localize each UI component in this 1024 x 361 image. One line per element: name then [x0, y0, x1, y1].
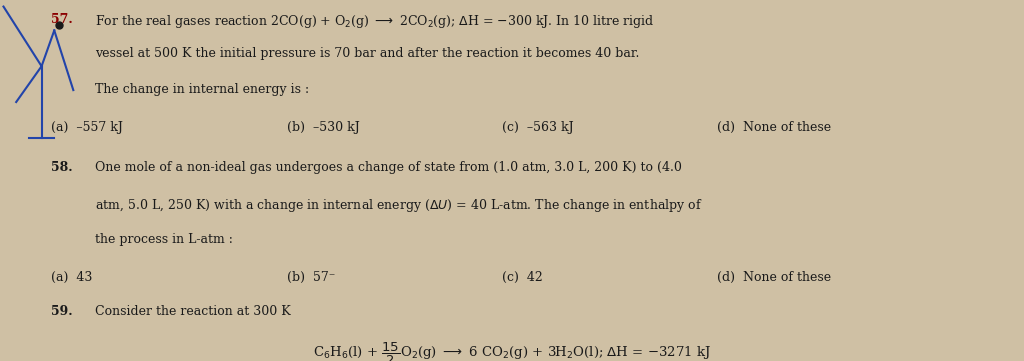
Text: One mole of a non-ideal gas undergoes a change of state from (1.0 atm, 3.0 L, 20: One mole of a non-ideal gas undergoes a …	[95, 161, 682, 174]
Text: (a)  43: (a) 43	[51, 271, 92, 284]
Text: 58.: 58.	[51, 161, 73, 174]
Text: atm, 5.0 L, 250 K) with a change in internal energy ($\Delta U$) = 40 L-atm. The: atm, 5.0 L, 250 K) with a change in inte…	[95, 197, 702, 214]
Text: The change in internal energy is :: The change in internal energy is :	[95, 83, 309, 96]
Text: (c)  –563 kJ: (c) –563 kJ	[502, 121, 573, 134]
Text: (b)  –530 kJ: (b) –530 kJ	[287, 121, 359, 134]
Text: Consider the reaction at 300 K: Consider the reaction at 300 K	[95, 305, 291, 318]
Text: the process in L-atm :: the process in L-atm :	[95, 233, 233, 246]
Text: (b)  57⁻: (b) 57⁻	[287, 271, 335, 284]
Text: (d)  None of these: (d) None of these	[717, 271, 830, 284]
Text: (d)  None of these: (d) None of these	[717, 121, 830, 134]
Text: (c)  42: (c) 42	[502, 271, 543, 284]
Text: 59.: 59.	[51, 305, 73, 318]
Text: (a)  –557 kJ: (a) –557 kJ	[51, 121, 123, 134]
Text: 57.: 57.	[51, 13, 73, 26]
Text: C$_6$H$_6$(l) + $\dfrac{15}{2}$O$_2$(g) $\longrightarrow$ 6 CO$_2$(g) + 3H$_2$O(: C$_6$H$_6$(l) + $\dfrac{15}{2}$O$_2$(g) …	[313, 341, 711, 361]
Text: vessel at 500 K the initial pressure is 70 bar and after the reaction it becomes: vessel at 500 K the initial pressure is …	[95, 47, 640, 60]
Text: For the real gases reaction 2CO(g) + O$_2$(g) $\longrightarrow$ 2CO$_2$(g); $\De: For the real gases reaction 2CO(g) + O$_…	[95, 13, 654, 30]
